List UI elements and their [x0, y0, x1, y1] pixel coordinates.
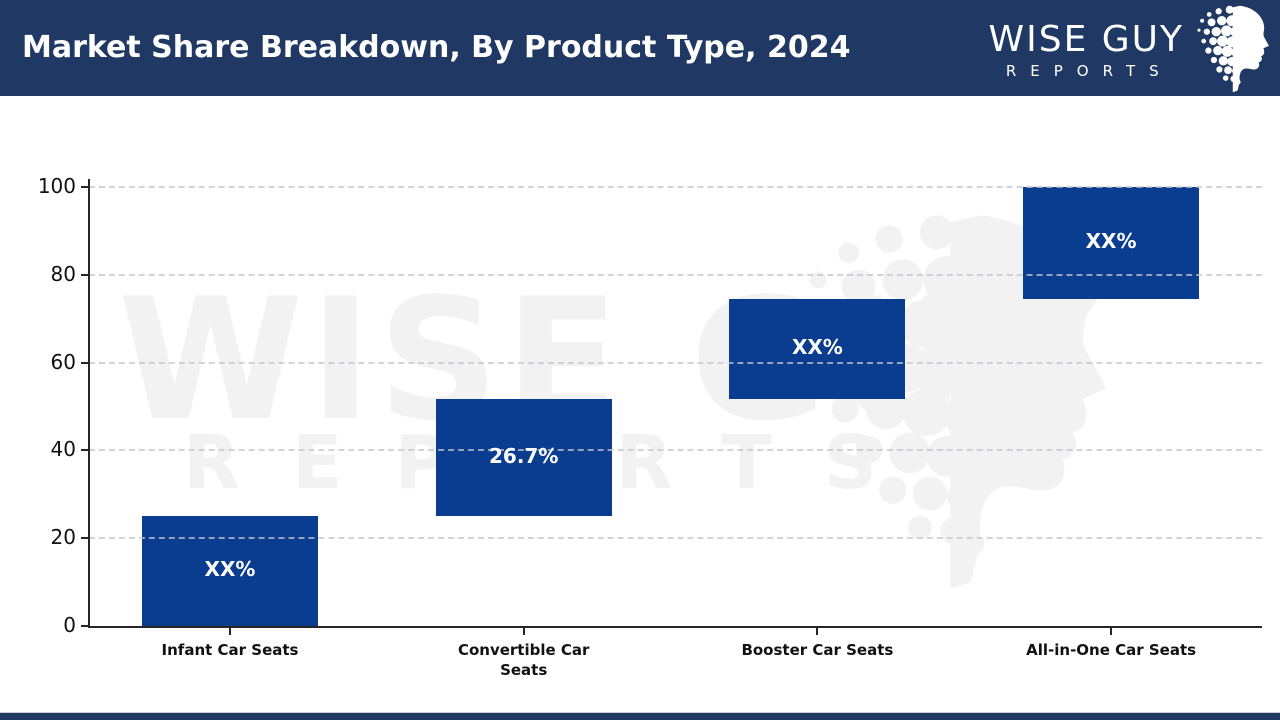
y-tick-label-100: 100 — [37, 174, 76, 198]
footer-band — [0, 713, 1280, 720]
y-tick-label-20: 20 — [50, 525, 76, 550]
footer-divider — [0, 712, 1280, 713]
y-axis-tick-60 — [81, 361, 88, 364]
y-axis-tick-100 — [81, 186, 88, 188]
chart-title: Market Share Breakdown, By Product Type,… — [22, 30, 851, 65]
x-axis-tick-2 — [522, 628, 525, 635]
gridline-y-100 — [89, 186, 1262, 188]
y-axis-line — [88, 179, 90, 628]
bar-1 — [142, 516, 318, 626]
x-axis-line — [88, 626, 1262, 628]
gridline-y-40 — [89, 449, 1262, 452]
bar-value-label-4: XX% — [1085, 228, 1137, 253]
x-axis-tick-1 — [229, 628, 231, 635]
bar-value-label-3: XX% — [791, 334, 843, 359]
logo-wiseguy-label: WISE GUY — [988, 18, 1184, 60]
bar-value-label-2: 26.7% — [488, 443, 559, 468]
x-axis-tick-4 — [1110, 628, 1113, 635]
bar-value-label-1: XX% — [204, 557, 256, 582]
y-tick-label-60: 60 — [50, 349, 76, 374]
x-category-label-3: Booster Car Seats — [741, 641, 894, 659]
logo-reports-label: REPORTS — [1005, 61, 1173, 80]
header-band: Market Share Breakdown, By Product Type,… — [0, 0, 1280, 96]
x-axis-tick-3 — [816, 628, 819, 635]
gridline-y-80 — [89, 273, 1262, 276]
y-tick-label-80: 80 — [50, 261, 76, 286]
y-axis-tick-20 — [81, 537, 88, 540]
gridline-y-60 — [89, 361, 1262, 364]
y-tick-label-0: 0 — [63, 613, 76, 637]
bar-2 — [435, 399, 612, 517]
x-category-label-4: All-in-One Car Seats — [1026, 641, 1197, 659]
wiseguy-logo-text: WISE GUY REPORTS — [989, 19, 1185, 80]
gridline-y-20 — [89, 537, 1262, 540]
x-category-label-2: Convertible Car Seats — [457, 641, 590, 680]
y-axis-tick-40 — [81, 449, 88, 452]
wiseguy-logo: WISE GUY REPORTS — [989, 4, 1277, 94]
y-tick-label-40: 40 — [50, 437, 76, 462]
x-category-label-1: Infant Car Seats — [161, 641, 299, 659]
y-axis-tick-80 — [81, 273, 88, 276]
y-axis-tick-0 — [81, 625, 88, 627]
wiseguy-face-icon — [1197, 5, 1269, 93]
